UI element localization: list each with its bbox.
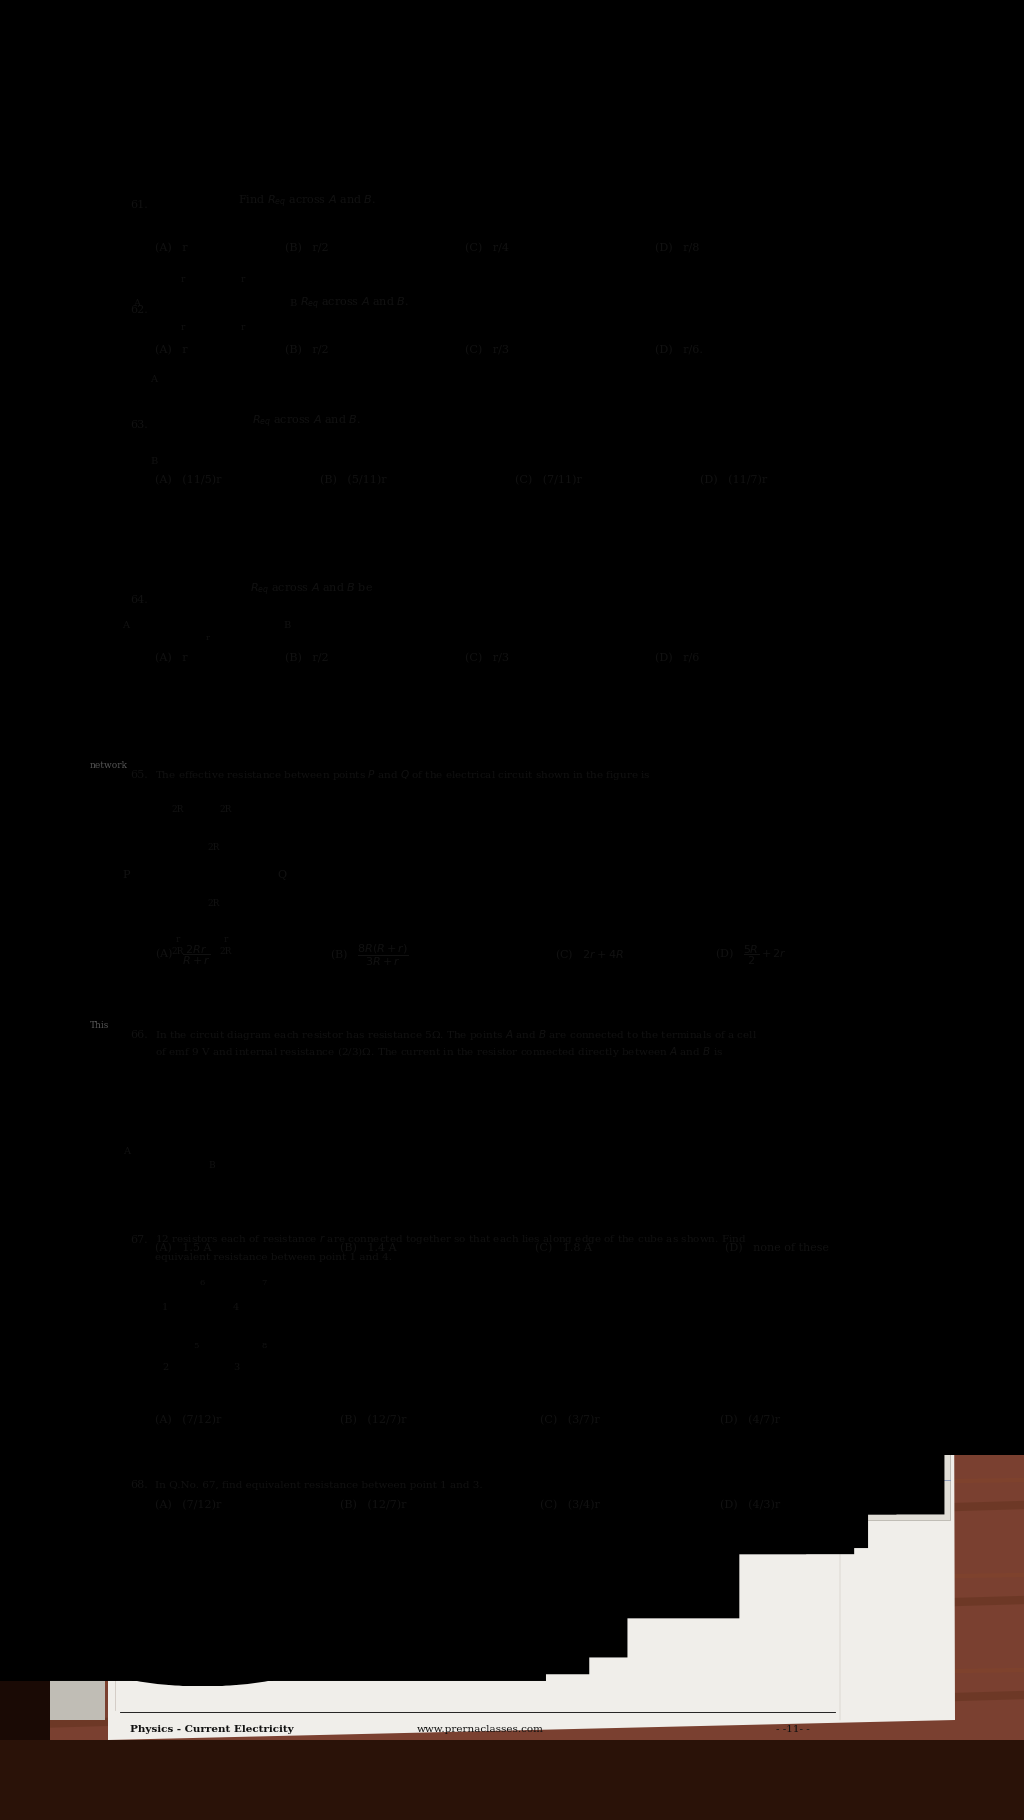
Text: r: r <box>176 935 180 945</box>
Text: $R_{eq}$ across $A$ and $B$ be: $R_{eq}$ across $A$ and $B$ be <box>250 582 373 599</box>
FancyBboxPatch shape <box>840 420 950 1520</box>
Text: (A)   1.5 A: (A) 1.5 A <box>155 1243 212 1254</box>
Text: (C)   $2r+4R$: (C) $2r+4R$ <box>555 948 624 963</box>
Text: 2R: 2R <box>207 899 219 908</box>
Text: (B)   (5/11)r: (B) (5/11)r <box>319 475 387 486</box>
Text: 2R: 2R <box>172 806 184 815</box>
Text: 12 resistors each of resistance $r$ are connected together so that each lies alo: 12 resistors each of resistance $r$ are … <box>155 1234 746 1247</box>
Text: (D)   r/8: (D) r/8 <box>655 242 699 253</box>
Text: $R_{eq}$ across $A$ and $B$.: $R_{eq}$ across $A$ and $B$. <box>252 413 360 430</box>
Text: 2R: 2R <box>220 948 232 957</box>
Text: r: r <box>181 324 185 333</box>
Text: In Q.No. 67, find equivalent resistance between point 1 and 3.: In Q.No. 67, find equivalent resistance … <box>155 1480 482 1489</box>
Text: In the circuit diagram each resistor has resistance 5Ω. The points $A$ and $B$ a: In the circuit diagram each resistor has… <box>155 1028 757 1043</box>
Text: B: B <box>283 621 290 630</box>
Text: 66.: 66. <box>130 1030 147 1039</box>
FancyBboxPatch shape <box>0 0 50 1820</box>
Text: 2: 2 <box>162 1363 168 1372</box>
Text: 65.: 65. <box>130 770 147 781</box>
Text: Find $R_{eq}$ across $A$ and $B$.: Find $R_{eq}$ across $A$ and $B$. <box>238 193 376 209</box>
Text: 2R: 2R <box>220 806 232 815</box>
Text: (C)   r/3: (C) r/3 <box>465 344 509 355</box>
Text: The effective resistance between points $P$ and $Q$ of the electrical circuit sh: The effective resistance between points … <box>155 768 651 783</box>
Text: (A)   (11/5)r: (A) (11/5)r <box>155 475 221 486</box>
Text: A: A <box>150 375 157 384</box>
Text: of emf 9 V and internal resistance (2/3)Ω. The current in the resistor connected: of emf 9 V and internal resistance (2/3)… <box>155 1045 723 1059</box>
Text: (B)   (12/7)r: (B) (12/7)r <box>340 1414 407 1425</box>
Text: (A)   $\dfrac{2Rr}{R+r}$: (A) $\dfrac{2Rr}{R+r}$ <box>155 943 211 966</box>
Text: (C)   (3/7)r: (C) (3/7)r <box>540 1414 600 1425</box>
Text: B: B <box>289 300 296 309</box>
Text: B: B <box>150 457 158 466</box>
Text: Physics - Current Electricity: Physics - Current Electricity <box>130 1725 294 1734</box>
Text: 2R: 2R <box>207 843 219 852</box>
FancyBboxPatch shape <box>0 1740 1024 1820</box>
Text: 64.: 64. <box>130 595 147 604</box>
Text: 1: 1 <box>162 1303 168 1312</box>
Text: (C)   r/3: (C) r/3 <box>465 653 509 662</box>
Text: (D)   (4/3)r: (D) (4/3)r <box>720 1500 780 1511</box>
Text: (C)   1.8 A: (C) 1.8 A <box>535 1243 592 1254</box>
Text: (D)   (11/7)r: (D) (11/7)r <box>700 475 767 486</box>
Text: (C)   (7/11)r: (C) (7/11)r <box>515 475 582 486</box>
FancyBboxPatch shape <box>50 40 105 1720</box>
Text: (D)   r/6: (D) r/6 <box>655 653 699 662</box>
Text: (A)   r: (A) r <box>155 344 187 355</box>
Text: network: network <box>90 761 128 770</box>
Text: r: r <box>181 275 185 284</box>
Text: (B)   $\dfrac{8R(R+r)}{3R+r}$: (B) $\dfrac{8R(R+r)}{3R+r}$ <box>330 943 409 968</box>
Text: 2R: 2R <box>172 948 184 957</box>
Text: (C)   r/4: (C) r/4 <box>465 242 509 253</box>
Text: (D)   r/6.: (D) r/6. <box>655 344 702 355</box>
Text: B: B <box>208 1161 215 1170</box>
Text: (A)   r: (A) r <box>155 242 187 253</box>
Text: This: This <box>90 1021 110 1030</box>
Text: (B)   r/2: (B) r/2 <box>285 344 329 355</box>
Text: (D)   (4/7)r: (D) (4/7)r <box>720 1414 780 1425</box>
Text: - -11- -: - -11- - <box>776 1725 810 1734</box>
Text: 3: 3 <box>233 1363 240 1372</box>
Text: (A)   (7/12)r: (A) (7/12)r <box>155 1500 221 1511</box>
Text: 7: 7 <box>261 1279 266 1287</box>
Text: (B)   r/2: (B) r/2 <box>285 242 329 253</box>
Text: A: A <box>122 621 129 630</box>
Text: 62.: 62. <box>130 306 147 315</box>
Text: (A)   r: (A) r <box>155 653 187 662</box>
Text: www.prernaclasses.com: www.prernaclasses.com <box>417 1725 544 1734</box>
Text: A: A <box>123 1147 130 1156</box>
Text: $R_{eq}$ across $A$ and $B$.: $R_{eq}$ across $A$ and $B$. <box>300 297 409 313</box>
Text: 6: 6 <box>200 1279 205 1287</box>
Text: 4: 4 <box>233 1303 240 1312</box>
Text: equivalent resistance between point 1 and 4.: equivalent resistance between point 1 an… <box>155 1254 392 1263</box>
Text: (B)   (12/7)r: (B) (12/7)r <box>340 1500 407 1511</box>
Text: r: r <box>241 275 245 284</box>
Text: 5: 5 <box>193 1341 199 1350</box>
Text: (B)   1.4 A: (B) 1.4 A <box>340 1243 396 1254</box>
Text: 68.: 68. <box>130 1480 147 1491</box>
Text: (C)   (3/4)r: (C) (3/4)r <box>540 1500 600 1511</box>
Text: (D)   $\dfrac{5R}{2}+2r$: (D) $\dfrac{5R}{2}+2r$ <box>715 943 786 966</box>
Polygon shape <box>108 0 955 1740</box>
Text: r: r <box>206 633 210 642</box>
Text: A: A <box>133 300 140 309</box>
Text: r: r <box>241 324 245 333</box>
Text: r: r <box>224 935 228 945</box>
Text: P: P <box>122 870 129 881</box>
Text: 67.: 67. <box>130 1236 147 1245</box>
Text: 61.: 61. <box>130 200 147 209</box>
Text: 63.: 63. <box>130 420 147 430</box>
Text: 8: 8 <box>261 1341 266 1350</box>
Text: (D)   none of these: (D) none of these <box>725 1243 829 1254</box>
Text: (B)   r/2: (B) r/2 <box>285 653 329 662</box>
Text: (A)   (7/12)r: (A) (7/12)r <box>155 1414 221 1425</box>
Text: Q: Q <box>278 870 286 881</box>
